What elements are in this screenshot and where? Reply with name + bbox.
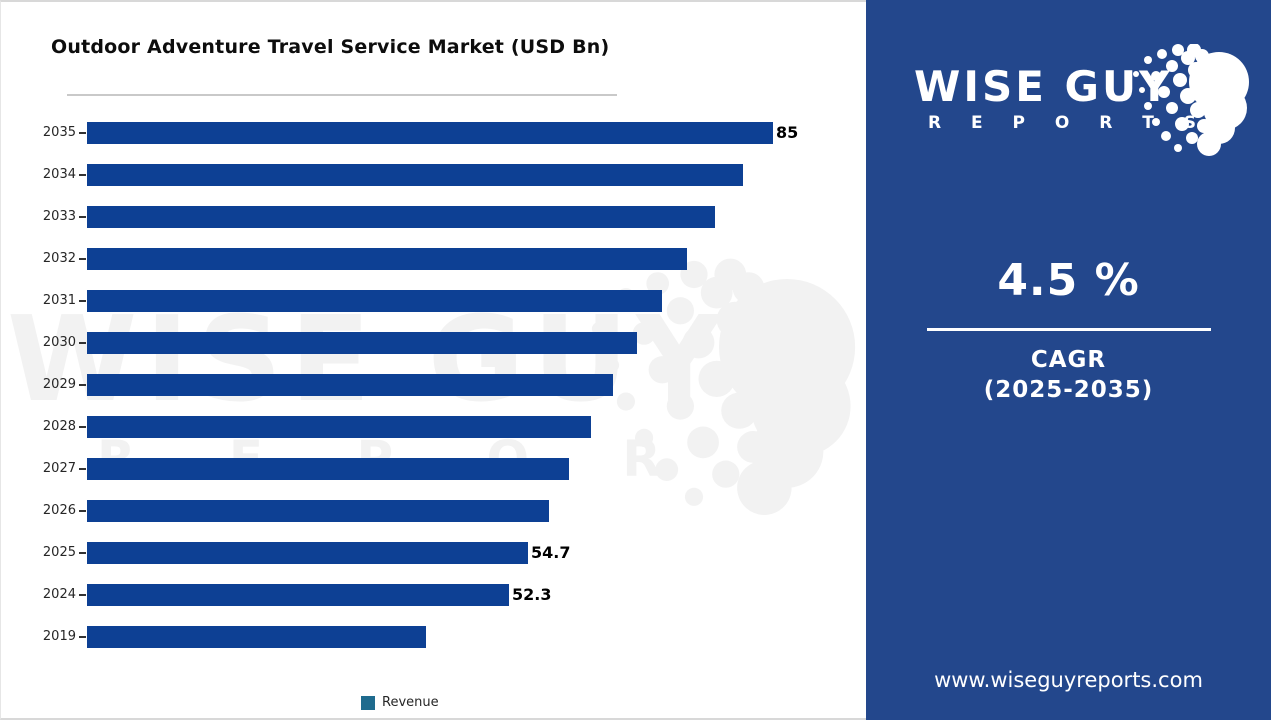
- year-tick-label: 2028: [42, 419, 76, 434]
- website-url: www.wiseguyreports.com: [934, 668, 1203, 692]
- bar-value-label: 85: [776, 123, 799, 142]
- chart-title: Outdoor Adventure Travel Service Market …: [51, 36, 610, 58]
- year-tick-label: 2034: [42, 167, 76, 182]
- bar-row: 2029: [1, 374, 866, 396]
- revenue-bar: [87, 500, 549, 522]
- year-tick-label: 2030: [42, 335, 76, 350]
- tick-mark: [79, 258, 86, 260]
- bar-row: 2034: [1, 164, 866, 186]
- legend-label: Revenue: [382, 695, 439, 710]
- bar-value-label: 54.7: [531, 543, 571, 562]
- bar-row: 2026: [1, 500, 866, 522]
- brand-logo: WISE GUY R E P O R T S: [914, 44, 1249, 172]
- revenue-bar: [87, 122, 773, 144]
- revenue-bar: [87, 626, 426, 648]
- legend-marker-icon: [361, 695, 375, 710]
- bar-value-label: 52.3: [512, 585, 552, 604]
- bar-row: 2031: [1, 290, 866, 312]
- bar-row: 2030: [1, 332, 866, 354]
- dotted-head-profile-icon: [1133, 44, 1249, 156]
- chart-panel: WISE GUY R E P O R T S Outdoor Adventure…: [0, 0, 866, 720]
- bar-row: 2025 54.7: [1, 542, 866, 564]
- bar-row: 2032: [1, 248, 866, 270]
- watermark-head-profile-icon: [591, 258, 856, 515]
- year-tick-label: 2032: [42, 251, 76, 266]
- tick-mark: [79, 342, 86, 344]
- tick-mark: [79, 636, 86, 638]
- revenue-bar: [87, 416, 591, 438]
- title-divider: [67, 94, 617, 96]
- bar-row: 2028: [1, 416, 866, 438]
- revenue-bar: [87, 206, 715, 228]
- revenue-bar: [87, 374, 613, 396]
- tick-mark: [79, 510, 86, 512]
- revenue-bar: [87, 542, 528, 564]
- tick-mark: [79, 468, 86, 470]
- logo-wordmark: WISE GUY R E P O R T S: [914, 62, 1208, 133]
- watermark: WISE GUY R E P O R T S: [1, 2, 866, 718]
- year-tick-label: 2029: [42, 377, 76, 392]
- year-tick-label: 2026: [42, 503, 76, 518]
- revenue-bar: [87, 332, 637, 354]
- year-tick-label: 2024: [42, 587, 76, 602]
- revenue-bar: [87, 164, 743, 186]
- bar-row: 2027: [1, 458, 866, 480]
- year-tick-label: 2025: [42, 545, 76, 560]
- bar-row: 2035 85: [1, 122, 866, 144]
- year-tick-label: 2019: [42, 629, 76, 644]
- logo-wordmark-line2: R E P O R T S: [928, 113, 1209, 133]
- bar-row: 2033: [1, 206, 866, 228]
- revenue-bar: [87, 248, 687, 270]
- year-tick-label: 2033: [42, 209, 76, 224]
- tick-mark: [79, 426, 86, 428]
- tick-mark: [79, 132, 86, 134]
- tick-mark: [79, 300, 86, 302]
- tick-mark: [79, 384, 86, 386]
- tick-mark: [79, 594, 86, 596]
- revenue-bar: [87, 458, 569, 480]
- cagr-range: (2025-2035): [983, 377, 1154, 403]
- year-tick-label: 2035: [42, 125, 76, 140]
- legend: Revenue: [361, 695, 439, 710]
- cagr-divider: [926, 328, 1211, 331]
- revenue-bar: [87, 584, 509, 606]
- cagr-block: 4.5 % CAGR (2025-2035): [866, 255, 1271, 405]
- bar-row: 2024 52.3: [1, 584, 866, 606]
- brand-panel: WISE GUY R E P O R T S 4.5: [866, 0, 1271, 720]
- cagr-label: CAGR: [1030, 347, 1107, 373]
- logo-wordmark-line1: WISE GUY: [914, 62, 1173, 111]
- bar-row: 2019: [1, 626, 866, 648]
- tick-mark: [79, 174, 86, 176]
- tick-mark: [79, 552, 86, 554]
- year-tick-label: 2031: [42, 293, 76, 308]
- year-tick-label: 2027: [42, 461, 76, 476]
- tick-mark: [79, 216, 86, 218]
- revenue-bar: [87, 290, 662, 312]
- cagr-value: 4.5 %: [997, 255, 1140, 306]
